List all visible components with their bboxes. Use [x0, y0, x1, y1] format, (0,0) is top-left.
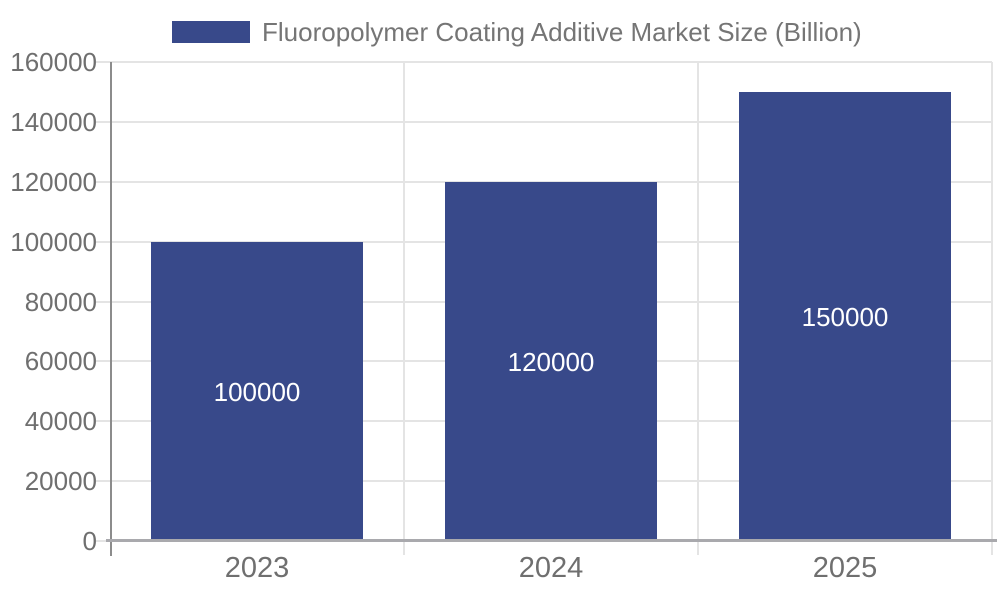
gridline-vertical: [991, 62, 993, 555]
x-tick-label: 2023: [224, 552, 290, 584]
y-tick-label: 120000: [10, 167, 97, 197]
legend-label: Fluoropolymer Coating Additive Market Si…: [262, 17, 862, 47]
y-tick-label: 0: [82, 526, 97, 556]
bar-2024: [445, 182, 657, 541]
y-tick-label: 20000: [24, 466, 97, 496]
y-tick-label: 140000: [10, 107, 97, 137]
y-tick-label: 60000: [24, 346, 97, 376]
gridline-horizontal: [96, 540, 110, 542]
gridline-horizontal: [96, 61, 992, 63]
y-tick-label: 80000: [24, 287, 97, 317]
gridline-horizontal: [96, 121, 992, 123]
x-axis-line: [106, 539, 997, 542]
gridline-vertical: [697, 62, 699, 555]
bar-value-label: 120000: [507, 347, 595, 377]
y-axis-labels: 0 20000 40000 60000 80000 100000 120000 140000 1…: [0, 0, 97, 600]
legend-swatch: [172, 21, 250, 43]
y-axis-line: [110, 62, 112, 556]
x-tick-label: 2025: [812, 552, 878, 584]
bar-value-label: 100000: [213, 377, 301, 407]
y-tick-label: 160000: [10, 47, 97, 77]
y-tick-label: 100000: [10, 227, 97, 257]
x-tick-label: 2024: [518, 552, 584, 584]
bar-2023: [151, 242, 363, 541]
gridline-vertical: [403, 62, 405, 555]
bar-2025: [739, 92, 951, 541]
bar-value-label: 150000: [801, 302, 889, 332]
y-tick-label: 40000: [24, 406, 97, 436]
